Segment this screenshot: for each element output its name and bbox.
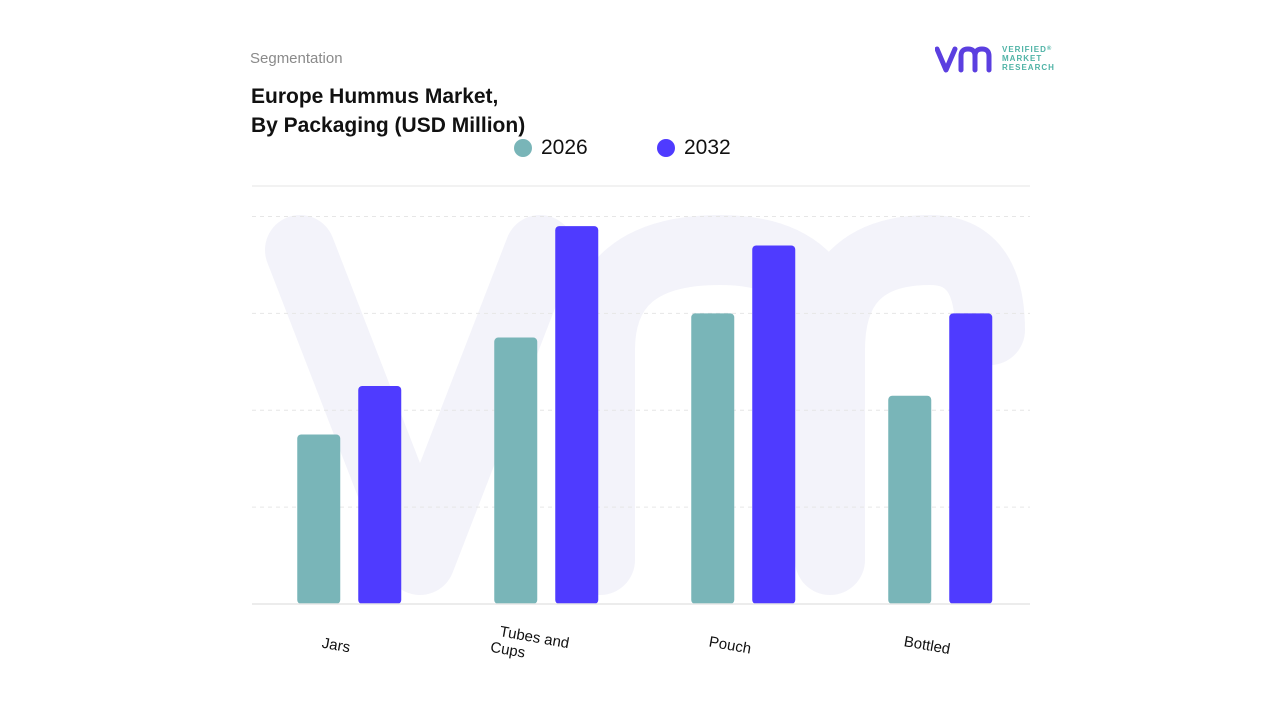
legend-item-2026: 2026: [514, 136, 588, 160]
logo-line-1: VERIFIED: [1002, 45, 1047, 54]
brand-logo: VERIFIED® MARKET RESEARCH: [935, 44, 1065, 76]
x-tick-label-pouch: Pouch: [708, 634, 753, 658]
bar-2032-bottled: [949, 313, 993, 604]
legend-item-2032: 2032: [657, 136, 731, 160]
bar-2026-jars: [297, 434, 341, 604]
chart-title: Europe Hummus Market, By Packaging (USD …: [251, 82, 671, 140]
bar-2032-jars: [358, 386, 402, 604]
section-label: Segmentation: [250, 50, 343, 67]
chart-title-line-1: Europe Hummus Market,: [251, 85, 499, 108]
bar-2032-pouch: [752, 245, 796, 604]
x-tick-label-jars: Jars: [321, 635, 352, 657]
bar-2032-tubes-and-cups: [555, 226, 599, 604]
x-tick-label-tubes-and-cups: Tubes andCups: [489, 622, 570, 669]
watermark-m-icon: [565, 214, 1025, 595]
logo-line-3: RESEARCH: [1002, 63, 1055, 72]
legend-swatch-2032: [657, 139, 675, 157]
bar-2026-bottled: [888, 395, 932, 604]
logo-line-2: MARKET: [1002, 54, 1043, 63]
brand-logo-text: VERIFIED® MARKET RESEARCH: [1002, 45, 1055, 72]
legend-swatch-2026: [514, 139, 532, 157]
logo-registered-mark: ®: [1046, 46, 1053, 52]
legend-label-2026: 2026: [541, 136, 588, 159]
x-tick-label-bottled: Bottled: [903, 633, 952, 658]
bar-2026-pouch: [691, 313, 735, 604]
bar-2026-tubes-and-cups: [494, 337, 538, 604]
chart-title-line-2: By Packaging (USD Million): [251, 114, 526, 137]
vmr-logo-icon: [935, 46, 992, 73]
legend-label-2032: 2032: [684, 136, 731, 159]
